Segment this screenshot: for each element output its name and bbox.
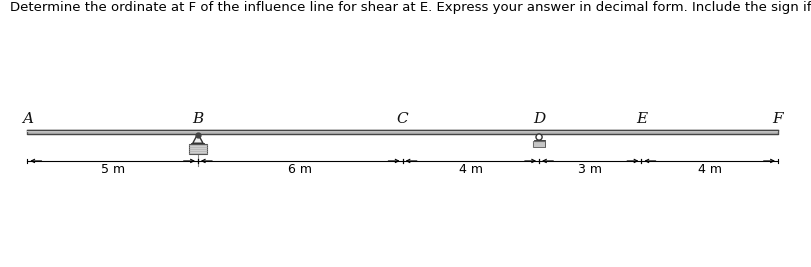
Text: B: B [192,112,204,126]
Bar [189,144,207,154]
Text: 3 m: 3 m [577,163,602,176]
Text: A: A [22,112,32,126]
Text: D: D [532,112,544,126]
Bar [191,143,204,144]
Text: 4 m: 4 m [458,163,483,176]
Polygon shape [192,134,203,143]
Text: C: C [397,112,408,126]
Text: E: E [635,112,646,126]
Bar [28,130,777,132]
Text: 6 m: 6 m [288,163,312,176]
Text: Determine the ordinate at F of the influence line for shear at E. Express your a: Determine the ordinate at F of the influ… [10,1,811,14]
Text: 5 m: 5 m [101,163,125,176]
Bar [28,130,777,134]
Text: F: F [771,112,783,126]
Text: 4 m: 4 m [697,163,721,176]
Circle shape [535,134,542,140]
Bar [532,141,544,147]
Bar [533,140,544,141]
